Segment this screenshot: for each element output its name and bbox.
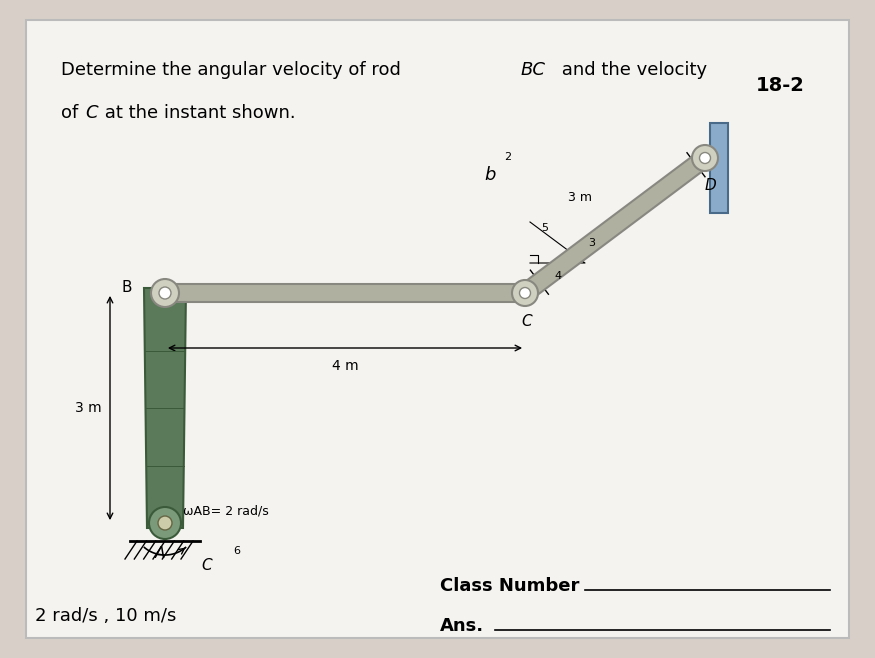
Polygon shape — [710, 123, 728, 213]
Text: ωAB= 2 rad/s: ωAB= 2 rad/s — [183, 505, 269, 517]
Text: C: C — [522, 313, 532, 328]
Text: 2 rad/s , 10 m/s: 2 rad/s , 10 m/s — [35, 607, 177, 625]
Text: Ans.: Ans. — [440, 617, 484, 635]
Polygon shape — [520, 151, 711, 300]
Text: Determine the angular velocity of rod: Determine the angular velocity of rod — [61, 61, 407, 79]
Circle shape — [149, 507, 181, 539]
Circle shape — [159, 287, 171, 299]
Text: of: of — [61, 104, 84, 122]
Text: D: D — [704, 178, 716, 193]
Text: 4: 4 — [555, 271, 562, 281]
Text: at the instant shown.: at the instant shown. — [99, 104, 296, 122]
Circle shape — [158, 516, 172, 530]
Text: A: A — [155, 545, 165, 561]
Text: and the velocity: and the velocity — [556, 61, 707, 79]
Circle shape — [512, 280, 538, 306]
Text: 3: 3 — [589, 238, 596, 248]
Text: 4 m: 4 m — [332, 359, 359, 373]
Polygon shape — [144, 288, 186, 528]
Text: C: C — [86, 104, 98, 122]
Circle shape — [520, 288, 530, 299]
Text: 5: 5 — [542, 223, 549, 233]
Text: BC: BC — [521, 61, 546, 79]
Text: 3 m: 3 m — [74, 401, 102, 415]
Circle shape — [692, 145, 718, 171]
Polygon shape — [165, 284, 525, 302]
Text: 2: 2 — [504, 152, 512, 162]
Text: 3 m: 3 m — [568, 191, 592, 204]
Circle shape — [699, 153, 710, 163]
Text: 6: 6 — [234, 546, 241, 556]
Text: C: C — [201, 557, 213, 572]
Circle shape — [151, 279, 179, 307]
Text: b: b — [485, 166, 496, 184]
Text: B: B — [122, 280, 132, 295]
Text: 18-2: 18-2 — [756, 76, 805, 95]
Text: Class Number: Class Number — [440, 577, 579, 595]
